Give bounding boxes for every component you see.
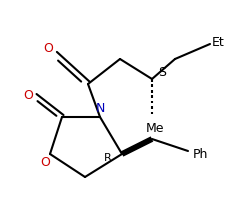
Text: O: O: [43, 41, 53, 54]
Text: O: O: [23, 88, 33, 101]
Text: Me: Me: [145, 121, 164, 134]
Text: N: N: [95, 101, 104, 114]
Text: R: R: [104, 152, 112, 162]
Text: Et: Et: [211, 35, 224, 48]
Text: Ph: Ph: [192, 148, 207, 161]
Text: O: O: [40, 155, 50, 168]
Text: S: S: [157, 65, 165, 78]
